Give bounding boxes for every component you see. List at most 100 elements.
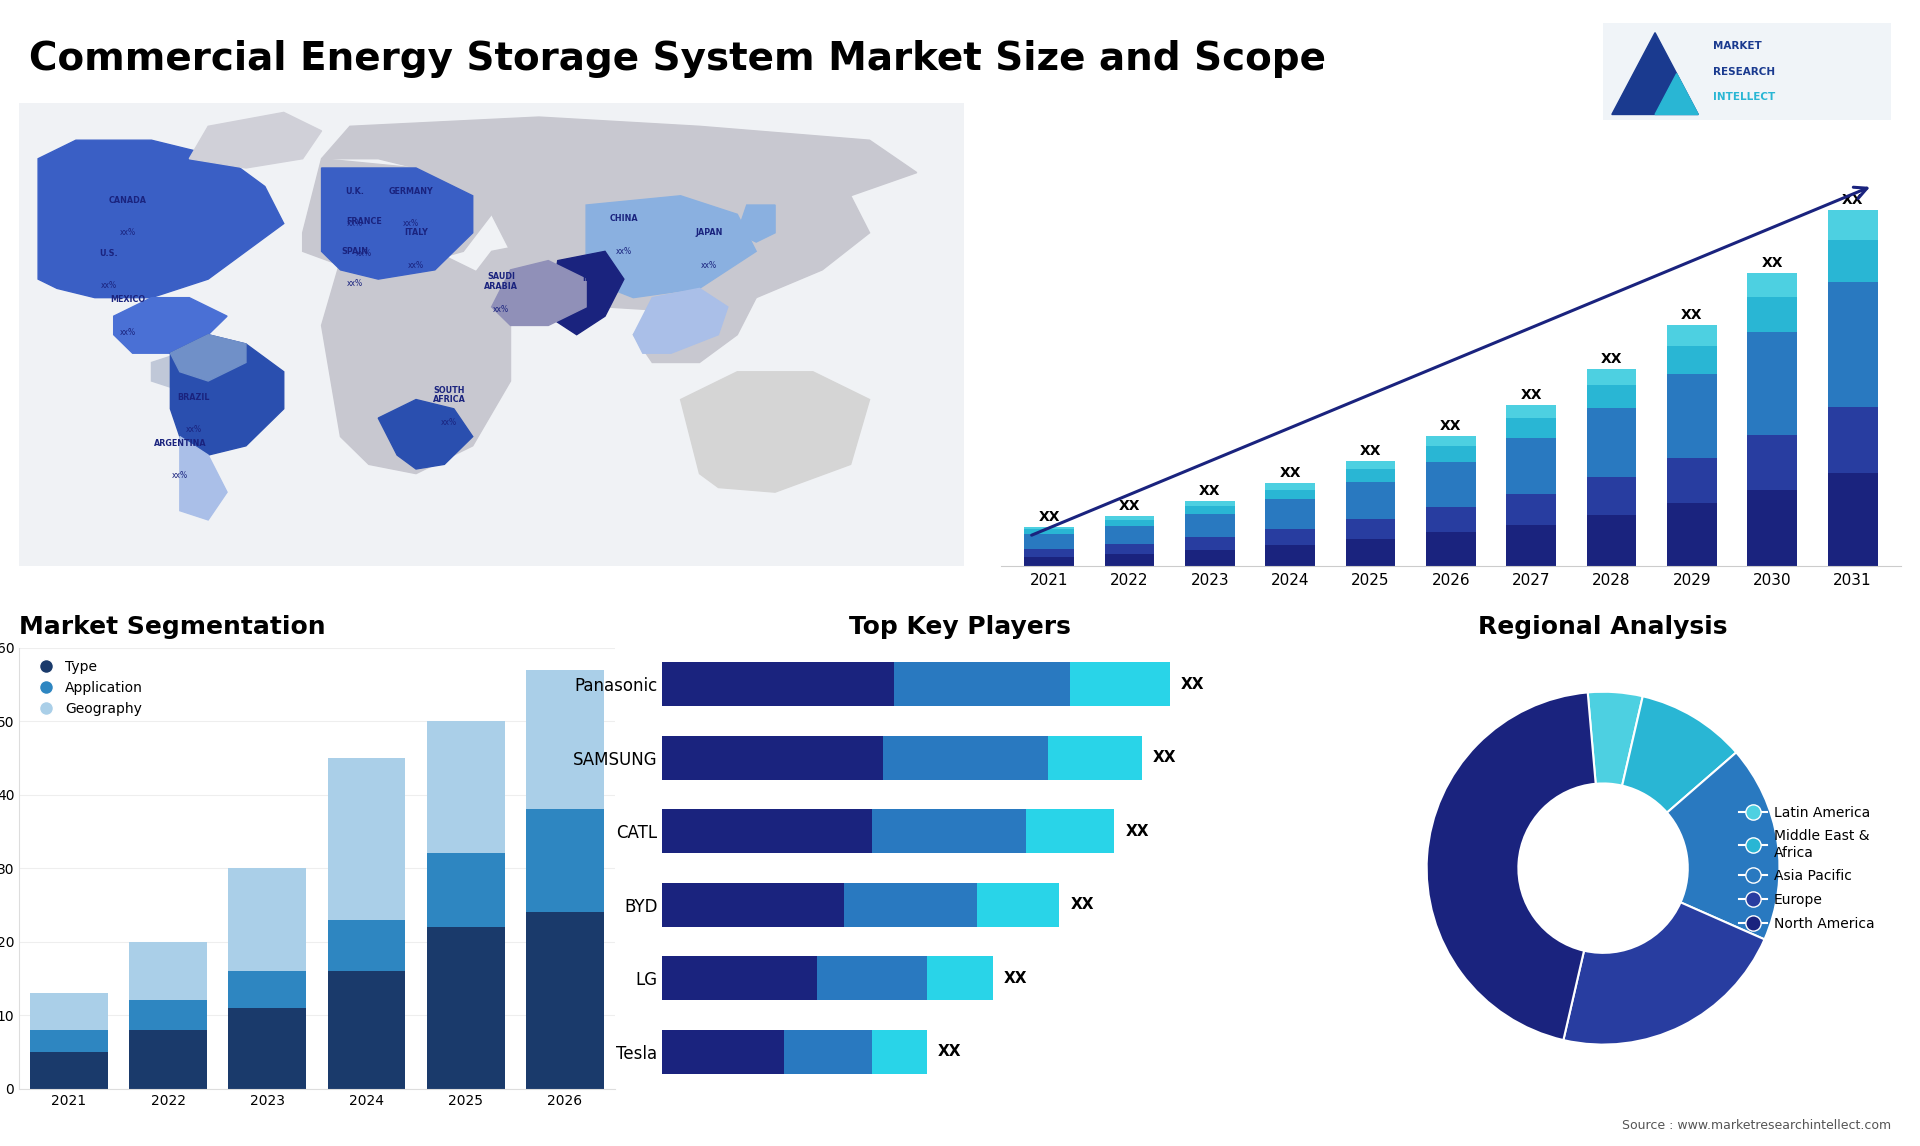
Polygon shape — [1655, 73, 1697, 115]
Text: Market Segmentation: Market Segmentation — [19, 614, 326, 638]
Bar — [1185, 502, 1235, 507]
Text: ITALY: ITALY — [403, 228, 428, 237]
Polygon shape — [38, 140, 284, 298]
Bar — [977, 882, 1060, 927]
Text: JAPAN: JAPAN — [695, 228, 722, 237]
Bar — [1586, 369, 1636, 385]
Text: Source : www.marketresearchintellect.com: Source : www.marketresearchintellect.com — [1622, 1120, 1891, 1132]
Bar — [1069, 662, 1169, 706]
Text: XX: XX — [1069, 897, 1094, 912]
Bar — [872, 1030, 927, 1074]
Legend: Type, Application, Geography: Type, Application, Geography — [27, 654, 148, 722]
Bar — [1265, 528, 1315, 545]
Bar — [1265, 500, 1315, 528]
Text: xx%: xx% — [186, 425, 202, 434]
Polygon shape — [171, 335, 284, 455]
Bar — [1265, 482, 1315, 489]
Text: INDIA: INDIA — [584, 275, 609, 283]
Bar — [1667, 503, 1716, 566]
Text: XX: XX — [1125, 824, 1148, 839]
Bar — [1427, 462, 1476, 508]
Bar — [1747, 489, 1797, 566]
Text: XX: XX — [1200, 485, 1221, 499]
Bar — [1747, 332, 1797, 434]
Bar — [1586, 515, 1636, 566]
Polygon shape — [463, 242, 605, 325]
Bar — [1104, 526, 1154, 544]
Bar — [1667, 346, 1716, 374]
Bar — [426, 854, 505, 927]
Wedge shape — [1622, 697, 1736, 813]
Text: XX: XX — [1440, 418, 1461, 433]
Polygon shape — [680, 371, 870, 492]
Bar — [1667, 458, 1716, 503]
Bar — [1346, 461, 1396, 470]
Bar — [1023, 529, 1073, 534]
Bar — [1427, 435, 1476, 446]
Bar — [1747, 273, 1797, 297]
Bar — [1586, 408, 1636, 477]
Text: INTELLECT: INTELLECT — [1713, 92, 1774, 102]
Bar — [1427, 533, 1476, 566]
Polygon shape — [586, 196, 756, 298]
Bar — [1828, 240, 1878, 282]
Bar — [1586, 385, 1636, 408]
Title: Regional Analysis: Regional Analysis — [1478, 614, 1728, 638]
Bar — [662, 1030, 783, 1074]
Bar — [1265, 545, 1315, 566]
Bar — [662, 736, 883, 780]
Text: XX: XX — [1004, 971, 1027, 986]
Bar — [662, 662, 895, 706]
Bar — [1185, 507, 1235, 515]
Text: xx%: xx% — [346, 280, 363, 288]
Wedge shape — [1588, 692, 1644, 786]
Text: XX: XX — [1601, 352, 1622, 366]
Bar — [1427, 446, 1476, 462]
Polygon shape — [321, 117, 918, 214]
Bar — [1265, 489, 1315, 500]
Bar — [1185, 537, 1235, 550]
Bar — [31, 1052, 108, 1089]
Polygon shape — [378, 400, 472, 469]
Text: XX: XX — [1682, 308, 1703, 322]
Text: CANADA: CANADA — [109, 196, 146, 205]
Text: CHINA: CHINA — [609, 214, 637, 223]
Bar — [31, 994, 108, 1030]
Bar — [1104, 554, 1154, 566]
Text: XX: XX — [939, 1044, 962, 1059]
Polygon shape — [634, 289, 756, 362]
Bar — [328, 971, 405, 1089]
Text: xx%: xx% — [616, 246, 632, 256]
Text: XX: XX — [1039, 510, 1060, 524]
Bar — [1104, 520, 1154, 526]
Text: xx%: xx% — [102, 282, 117, 290]
Bar — [1586, 477, 1636, 515]
Text: RESEARCH: RESEARCH — [1713, 66, 1774, 77]
Bar — [1507, 525, 1555, 566]
Polygon shape — [321, 168, 472, 280]
Bar — [1828, 210, 1878, 240]
Bar — [129, 942, 207, 1000]
Bar — [31, 1030, 108, 1052]
Bar — [662, 809, 872, 854]
Polygon shape — [634, 289, 728, 353]
Text: MARKET: MARKET — [1713, 41, 1761, 52]
Text: xx%: xx% — [355, 249, 372, 258]
Text: XX: XX — [1119, 499, 1140, 513]
Text: xx%: xx% — [407, 260, 424, 269]
Polygon shape — [737, 205, 776, 242]
Text: xx%: xx% — [119, 228, 136, 237]
Text: xx%: xx% — [442, 418, 457, 427]
Polygon shape — [180, 437, 227, 520]
Text: xx%: xx% — [119, 328, 136, 337]
Polygon shape — [1611, 33, 1697, 115]
Bar — [1048, 736, 1142, 780]
Polygon shape — [303, 158, 492, 269]
Text: GERMANY: GERMANY — [390, 187, 434, 196]
Bar — [895, 662, 1069, 706]
Text: BRAZIL: BRAZIL — [179, 393, 211, 401]
Legend: Latin America, Middle East &
Africa, Asia Pacific, Europe, North America: Latin America, Middle East & Africa, Asi… — [1734, 800, 1880, 936]
Bar — [1427, 508, 1476, 533]
Text: ARGENTINA: ARGENTINA — [154, 439, 205, 448]
Text: U.S.: U.S. — [100, 249, 119, 258]
